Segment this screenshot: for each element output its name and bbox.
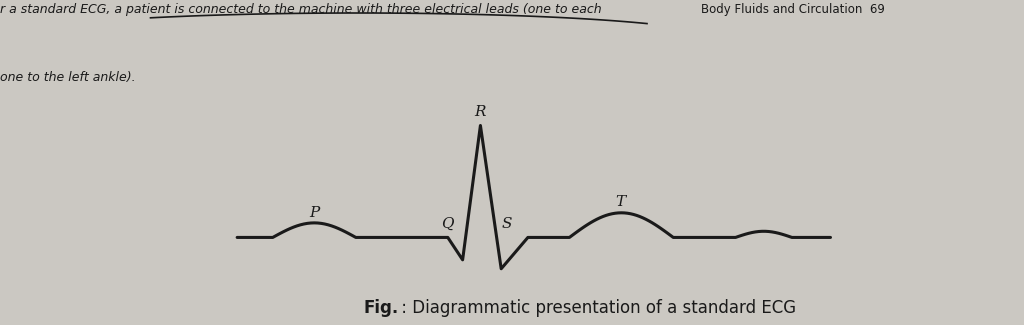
Text: Fig.: Fig.: [364, 299, 398, 317]
Text: : Diagrammatic presentation of a standard ECG: : Diagrammatic presentation of a standar…: [396, 299, 797, 317]
Text: Body Fluids and Circulation  69: Body Fluids and Circulation 69: [701, 3, 886, 16]
Text: Q: Q: [441, 217, 454, 231]
Text: r a standard ECG, a patient is connected to the machine with three electrical le: r a standard ECG, a patient is connected…: [0, 3, 602, 16]
Text: P: P: [309, 206, 319, 220]
Text: one to the left ankle).: one to the left ankle).: [0, 72, 135, 84]
Text: T: T: [614, 195, 625, 209]
Text: S: S: [502, 217, 512, 231]
Text: R: R: [475, 105, 486, 119]
